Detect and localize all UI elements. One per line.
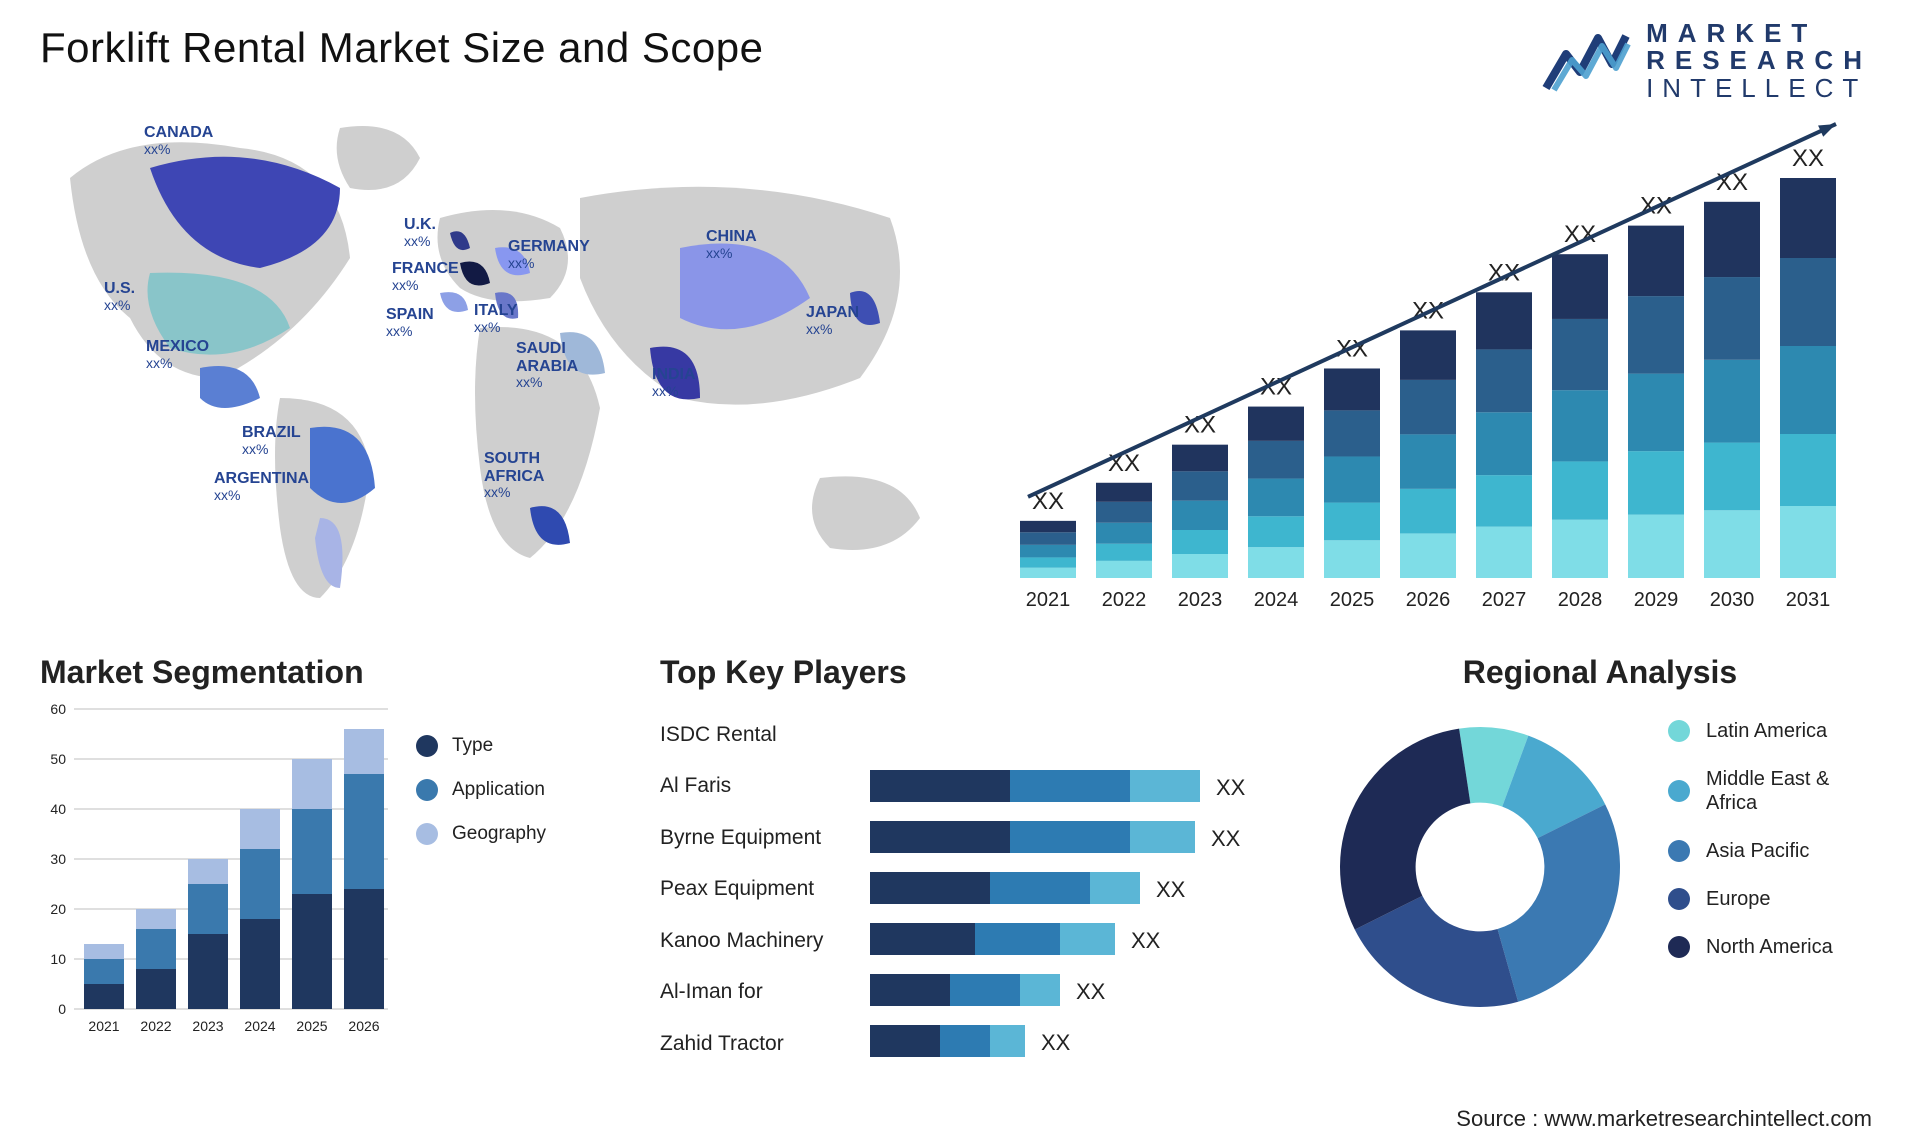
svg-text:XX: XX (1131, 928, 1161, 953)
legend-item: Latin America (1668, 719, 1833, 743)
svg-text:2026: 2026 (1406, 589, 1451, 611)
svg-text:2023: 2023 (192, 1018, 223, 1034)
svg-text:2022: 2022 (1102, 589, 1147, 611)
map-label: SPAINxx% (386, 306, 434, 339)
svg-text:XX: XX (1041, 1030, 1071, 1055)
player-name: Kanoo Machinery (660, 915, 870, 966)
map-label: FRANCExx% (392, 260, 459, 293)
logo-line1: MARKET (1646, 20, 1872, 47)
key-players-title: Top Key Players (660, 654, 1300, 691)
player-name: Al-Iman for (660, 966, 870, 1017)
svg-text:2026: 2026 (348, 1018, 379, 1034)
svg-text:2023: 2023 (1178, 589, 1223, 611)
map-label: MEXICOxx% (146, 338, 209, 371)
growth-bar-chart: XX2021XX2022XX2023XX2024XX2025XX2026XX20… (1000, 98, 1880, 638)
key-players-names: ISDC RentalAl FarisByrne EquipmentPeax E… (660, 699, 870, 1069)
map-label: SAUDIARABIAxx% (516, 340, 578, 391)
map-label: U.S.xx% (104, 280, 135, 313)
source-footer: Source : www.marketresearchintellect.com (1456, 1106, 1872, 1132)
logo-mark-icon (1540, 26, 1632, 96)
svg-text:2021: 2021 (1026, 589, 1071, 611)
svg-text:XX: XX (1076, 979, 1106, 1004)
map-label: JAPANxx% (806, 304, 859, 337)
legend-item: Europe (1668, 887, 1833, 911)
player-name: Zahid Tractor (660, 1018, 870, 1069)
player-name: Peax Equipment (660, 863, 870, 914)
svg-text:2030: 2030 (1710, 589, 1755, 611)
svg-text:2025: 2025 (1330, 589, 1375, 611)
legend-item: Application (416, 779, 546, 801)
map-label: GERMANYxx% (508, 238, 590, 271)
svg-text:2021: 2021 (88, 1018, 119, 1034)
legend-item: Middle East &Africa (1668, 767, 1833, 815)
svg-text:2029: 2029 (1634, 589, 1679, 611)
svg-text:2028: 2028 (1558, 589, 1603, 611)
legend-item: Asia Pacific (1668, 839, 1833, 863)
svg-text:20: 20 (50, 901, 66, 917)
growth-chart-panel: XX2021XX2022XX2023XX2024XX2025XX2026XX20… (1000, 98, 1880, 638)
logo-line2: RESEARCH (1646, 47, 1872, 74)
regional-donut-chart (1320, 699, 1640, 1019)
player-name: Byrne Equipment (660, 812, 870, 863)
map-label: U.K.xx% (404, 216, 436, 249)
svg-text:10: 10 (50, 951, 66, 967)
segmentation-bar-chart: 0 10 20 30 40 50 60 2021 2022 2023 2024 2025 2026 (40, 699, 392, 1049)
svg-text:XX: XX (1216, 775, 1246, 800)
player-name: Al Faris (660, 760, 870, 811)
map-label: CHINAxx% (706, 228, 757, 261)
segmentation-panel: Market Segmentation 0 10 20 30 40 50 60 2021 202… (40, 654, 660, 1094)
svg-text:0: 0 (58, 1001, 66, 1017)
svg-text:50: 50 (50, 751, 66, 767)
logo-line3: INTELLECT (1646, 75, 1872, 102)
world-map-panel: CANADAxx% U.S.xx% MEXICOxx% BRAZILxx% ARGENT… (40, 98, 1000, 638)
svg-text:XX: XX (1211, 826, 1241, 851)
svg-text:2027: 2027 (1482, 589, 1527, 611)
map-label: CANADAxx% (144, 124, 213, 157)
svg-text:30: 30 (50, 851, 66, 867)
segmentation-legend: Type Application Geography (416, 699, 546, 1049)
legend-item: North America (1668, 935, 1833, 959)
segmentation-title: Market Segmentation (40, 654, 660, 691)
key-players-bar-chart: XX XX XX XX XX XX (870, 699, 1290, 1069)
map-label: BRAZILxx% (242, 424, 301, 457)
map-label: ARGENTINAxx% (214, 470, 309, 503)
svg-text:XX: XX (1792, 145, 1824, 172)
svg-text:2022: 2022 (140, 1018, 171, 1034)
legend-item: Geography (416, 823, 546, 845)
svg-text:60: 60 (50, 701, 66, 717)
svg-text:40: 40 (50, 801, 66, 817)
legend-item: Type (416, 735, 546, 757)
player-name: ISDC Rental (660, 709, 870, 760)
regional-legend: Latin America Middle East &Africa Asia Pac… (1640, 699, 1833, 983)
regional-panel: Regional Analysis Latin America Middle Ea… (1300, 654, 1880, 1094)
svg-text:XX: XX (1156, 877, 1186, 902)
map-label: ITALYxx% (474, 302, 518, 335)
svg-text:2024: 2024 (244, 1018, 275, 1034)
svg-text:2031: 2031 (1786, 589, 1831, 611)
svg-text:2024: 2024 (1254, 589, 1299, 611)
brand-logo: MARKET RESEARCH INTELLECT (1540, 20, 1872, 102)
svg-text:2025: 2025 (296, 1018, 327, 1034)
map-label: SOUTHAFRICAxx% (484, 450, 544, 501)
map-label: INDIAxx% (652, 366, 696, 399)
key-players-panel: Top Key Players ISDC RentalAl FarisByrne… (660, 654, 1300, 1094)
regional-title: Regional Analysis (1320, 654, 1880, 691)
